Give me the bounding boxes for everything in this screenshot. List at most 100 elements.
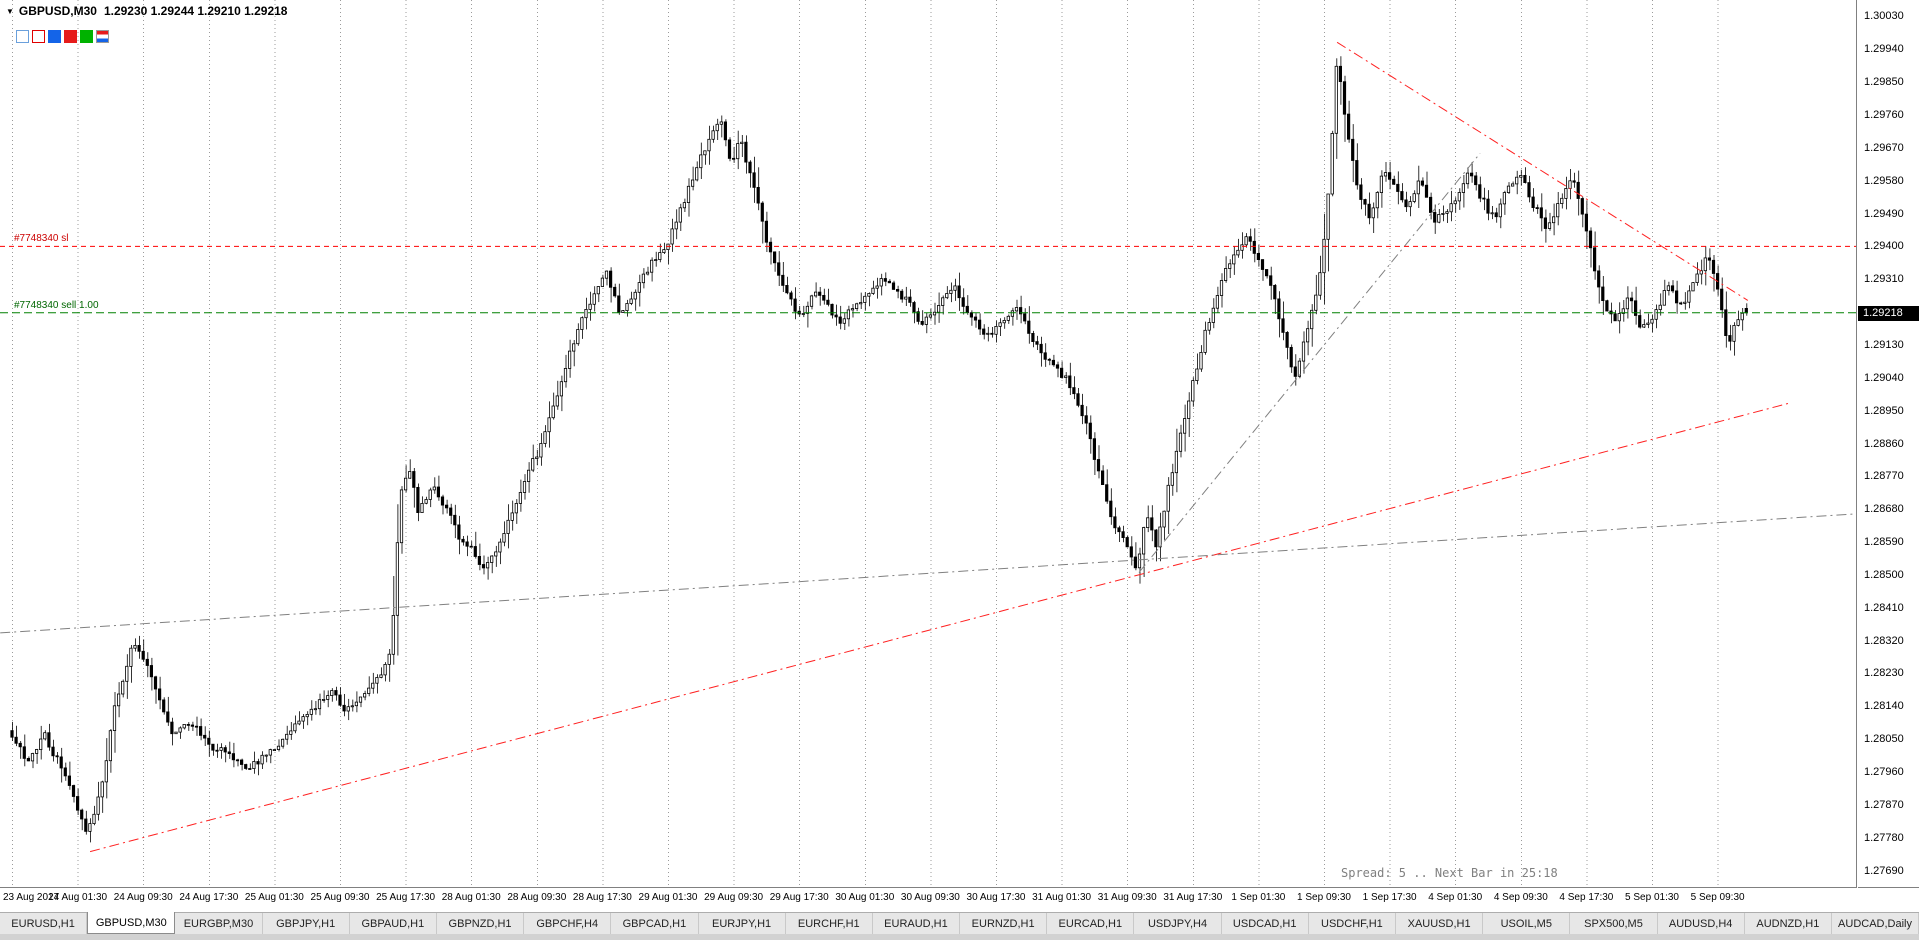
order-line-label: #7748340 sell 1.00 — [14, 299, 99, 311]
time-axis-label: 5 Sep 09:30 — [1690, 892, 1745, 903]
chart-tab-usdchf-h1[interactable]: USDCHF,H1 — [1309, 913, 1396, 934]
green-square-icon[interactable] — [80, 30, 93, 43]
chart-plot-area[interactable]: ▼ GBPUSD,M30 1.29230 1.29244 1.29210 1.292… — [0, 0, 1857, 888]
chart-tab-usdcad-h1[interactable]: USDCAD,H1 — [1222, 913, 1309, 934]
price-axis-label: 1.29850 — [1864, 76, 1904, 89]
chart-tab-audusd-h4[interactable]: AUDUSD,H4 — [1658, 913, 1745, 934]
object-color-toolbar — [16, 30, 112, 43]
chart-tab-eurcad-h1[interactable]: EURCAD,H1 — [1047, 913, 1135, 934]
time-axis-label: 24 Aug 09:30 — [113, 892, 173, 903]
chart-tab-audcad-daily[interactable]: AUDCAD,Daily — [1832, 913, 1919, 934]
price-axis-label: 1.27780 — [1864, 831, 1904, 844]
time-axis-label: 1 Sep 17:30 — [1362, 892, 1417, 903]
time-axis-label: 29 Aug 01:30 — [638, 892, 698, 903]
time-axis-label: 4 Sep 17:30 — [1559, 892, 1614, 903]
chart-tab-euraud-h1[interactable]: EURAUD,H1 — [873, 913, 961, 934]
price-axis-label: 1.29580 — [1864, 174, 1904, 187]
price-axis-label: 1.28320 — [1864, 634, 1904, 647]
time-axis-label: 4 Sep 01:30 — [1428, 892, 1483, 903]
price-axis-label: 1.29130 — [1864, 338, 1904, 351]
order-line-label: #7748340 sl — [14, 233, 69, 245]
chart-tab-gbpusd-m30[interactable]: GBPUSD,M30 — [87, 912, 176, 934]
price-axis-label: 1.27870 — [1864, 798, 1904, 811]
price-axis-label: 1.28500 — [1864, 568, 1904, 581]
symbol-period-label: GBPUSD,M30 — [18, 4, 97, 18]
price-axis-label: 1.28770 — [1864, 470, 1904, 483]
price-axis-label: 1.28860 — [1864, 437, 1904, 450]
price-axis-label: 1.29940 — [1864, 43, 1904, 56]
chart-header: ▼ GBPUSD,M30 1.29230 1.29244 1.29210 1.292… — [6, 4, 287, 18]
time-axis-label: 25 Aug 09:30 — [310, 892, 370, 903]
trendline-ascending-support-red[interactable] — [89, 402, 1790, 853]
chart-tab-eurusd-h1[interactable]: EURUSD,H1 — [0, 913, 88, 934]
chart-tab-gbpaud-h1[interactable]: GBPAUD,H1 — [350, 913, 437, 934]
chart-tab-eurchf-h1[interactable]: EURCHF,H1 — [786, 913, 873, 934]
trendline-shallow-ascending-gray[interactable] — [0, 513, 1856, 634]
trendline-descending-resistance-red[interactable] — [1336, 41, 1749, 301]
time-axis-label: 29 Aug 09:30 — [704, 892, 764, 903]
candles-layer — [10, 56, 1748, 843]
price-axis[interactable]: 1.29218 1.30030 1.29940 1.29850 1.29760 1.29… — [1858, 0, 1919, 888]
status-strip — [0, 934, 1919, 940]
price-axis-label: 1.29670 — [1864, 141, 1904, 154]
price-axis-label: 1.28590 — [1864, 536, 1904, 549]
chart-tab-gbpnzd-h1[interactable]: GBPNZD,H1 — [437, 913, 525, 934]
time-axis-label: 30 Aug 01:30 — [835, 892, 895, 903]
trendline-steep-ascending-gray[interactable] — [1138, 152, 1481, 573]
time-axis-label: 30 Aug 17:30 — [966, 892, 1026, 903]
time-axis-label: 1 Sep 09:30 — [1297, 892, 1351, 903]
striped-flag-icon[interactable] — [96, 30, 109, 43]
red-square-icon[interactable] — [64, 30, 77, 43]
chart-tab-eurjpy-h1[interactable]: EURJPY,H1 — [699, 913, 786, 934]
vertical-gridlines — [12, 0, 1719, 887]
chart-tab-audnzd-h1[interactable]: AUDNZD,H1 — [1745, 913, 1832, 934]
price-axis-label: 1.27690 — [1864, 864, 1904, 877]
price-axis-label: 1.28140 — [1864, 700, 1904, 713]
time-axis-label: 4 Sep 09:30 — [1493, 892, 1548, 903]
chart-tab-gbpjpy-h1[interactable]: GBPJPY,H1 — [263, 913, 350, 934]
time-axis-label: 28 Aug 17:30 — [572, 892, 632, 903]
price-axis-label: 1.28950 — [1864, 404, 1904, 417]
time-axis[interactable]: 23 Aug 2017 24 Aug 01:30 24 Aug 09:30 24 Au… — [0, 889, 1919, 912]
time-axis-label: 28 Aug 01:30 — [441, 892, 501, 903]
ohlc-values: 1.29230 1.29244 1.29210 1.29218 — [103, 4, 288, 18]
time-axis-label: 1 Sep 01:30 — [1231, 892, 1286, 903]
blue-square-icon[interactable] — [48, 30, 61, 43]
price-axis-label: 1.28410 — [1864, 601, 1904, 614]
chart-tab-eurnzd-h1[interactable]: EURNZD,H1 — [960, 913, 1048, 934]
hollow-blue-square-icon[interactable] — [16, 30, 29, 43]
price-axis-label: 1.28230 — [1864, 667, 1904, 680]
order-lines-layer — [0, 245, 1856, 314]
chart-tab-usoil-m5[interactable]: USOIL,M5 — [1483, 913, 1571, 934]
chart-tab-spx500-m5[interactable]: SPX500,M5 — [1570, 913, 1658, 934]
time-axis-label: 24 Aug 17:30 — [179, 892, 239, 903]
time-axis-label: 31 Aug 01:30 — [1032, 892, 1092, 903]
time-axis-label: 30 Aug 09:30 — [900, 892, 960, 903]
chart-tab-gbpcad-h1[interactable]: GBPCAD,H1 — [611, 913, 699, 934]
trendlines-layer — [0, 41, 1856, 853]
price-axis-label: 1.29040 — [1864, 371, 1904, 384]
chart-tab-eurgbp-m30[interactable]: EURGBP,M30 — [175, 913, 263, 934]
time-axis-label: 25 Aug 17:30 — [376, 892, 436, 903]
time-axis-label: 28 Aug 09:30 — [507, 892, 567, 903]
time-axis-label: 31 Aug 09:30 — [1097, 892, 1157, 903]
time-axis-label: 29 Aug 17:30 — [769, 892, 829, 903]
chart-tab-xauusd-h1[interactable]: XAUUSD,H1 — [1396, 913, 1484, 934]
chart-tab-usdjpy-h4[interactable]: USDJPY,H4 — [1134, 913, 1222, 934]
price-axis-label: 1.28050 — [1864, 733, 1904, 746]
price-axis-label: 1.28680 — [1864, 503, 1904, 516]
time-axis-label: 24 Aug 01:30 — [48, 892, 108, 903]
chart-tab-bar: EURUSD,H1 GBPUSD,M30 EURGBP,M30 GBPJPY,H1 GB… — [0, 912, 1919, 934]
time-axis-label: 25 Aug 01:30 — [244, 892, 304, 903]
price-axis-label: 1.27960 — [1864, 766, 1904, 779]
chart-tab-gbpchf-h4[interactable]: GBPCHF,H4 — [524, 913, 612, 934]
spread-nextbar-text: Spread: 5 .. Next Bar in 25:18 — [1341, 866, 1558, 880]
time-axis-label: 23 Aug 2017 — [3, 892, 60, 903]
current-price-badge: 1.29218 — [1858, 305, 1919, 321]
price-axis-label: 1.29760 — [1864, 108, 1904, 121]
time-axis-label: 5 Sep 01:30 — [1625, 892, 1679, 903]
symbol-dropdown-icon[interactable]: ▼ — [6, 7, 14, 16]
hollow-red-square-icon[interactable] — [32, 30, 45, 43]
price-axis-label: 1.29310 — [1864, 273, 1904, 286]
